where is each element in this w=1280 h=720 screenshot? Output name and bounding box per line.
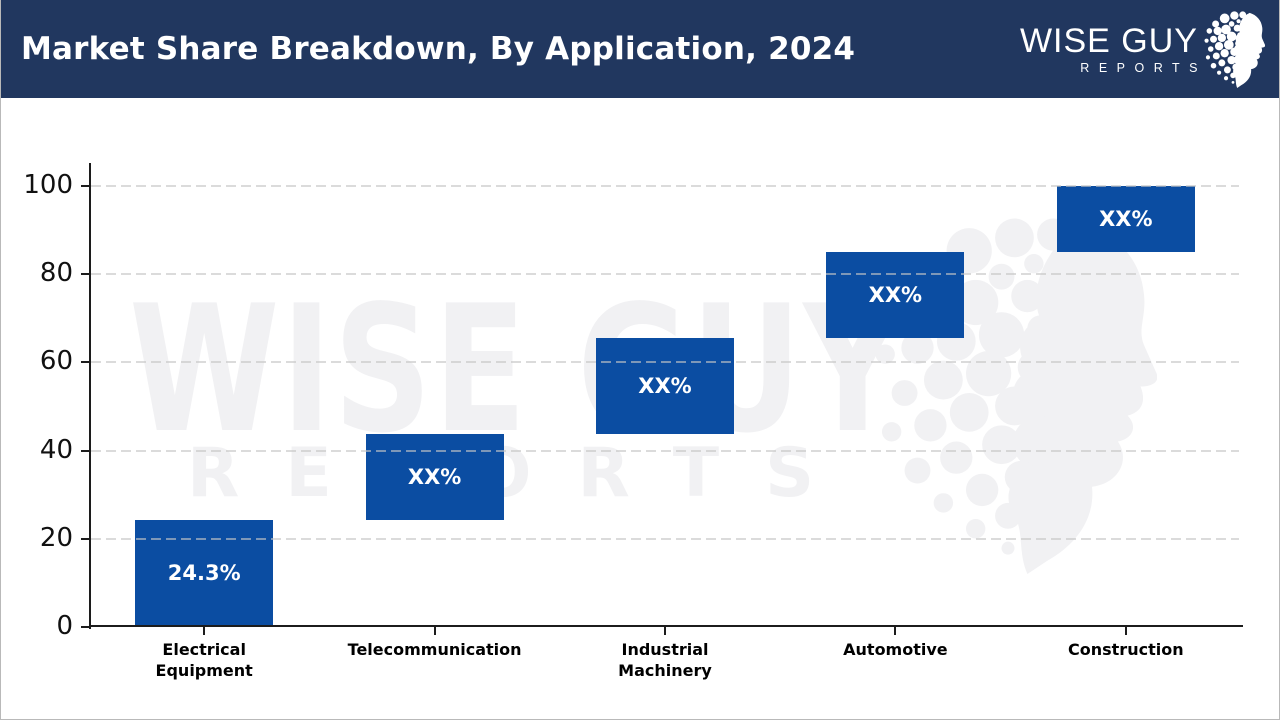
header-bar: Market Share Breakdown, By Application, … [1,0,1279,98]
brand-name: WISE GUY [1019,21,1198,60]
y-tick-label: 80 [39,258,73,289]
dotted-head-logo-icon [1204,11,1265,88]
bar: XX% [1056,186,1195,253]
y-tick-label: 40 [39,434,73,465]
x-tick-mark [433,627,436,635]
bar-value-label: XX% [868,283,923,308]
y-axis-spine [89,163,91,629]
plot-area: 0 20 40 60 80 100 24.3% Electrical Equipment XX% T… [23,163,1243,680]
y-tick-mark [81,626,89,628]
bar-value-label: XX% [638,374,692,399]
grid-line [91,449,1239,452]
x-tick-label-line: Telecommunication [347,640,522,659]
page-title: Market Share Breakdown, By Application, … [21,31,856,67]
grid-line [91,273,1239,276]
brand-logo: WISE GUY REPORTS [1020,8,1265,90]
y-tick-mark [81,361,89,364]
bar: XX% [365,434,504,520]
bar: XX% [596,338,734,435]
bar-value-label: XX% [1099,207,1153,232]
x-tick-label: Construction [1011,640,1241,661]
x-tick-mark [894,627,897,635]
brand-subtitle: REPORTS [1080,60,1207,75]
y-tick-label: 0 [56,611,73,641]
x-tick-mark [664,627,666,635]
x-tick-mark [203,627,206,635]
y-tick-mark [81,449,89,452]
x-tick-label-line: Construction [1068,640,1184,659]
x-tick-label: Industrial Machinery [550,640,780,682]
y-tick-label: 60 [39,346,73,377]
y-tick-mark [81,185,89,187]
grid-line [91,537,1239,540]
y-tick-label: 100 [23,170,73,200]
bar-value-label: XX% [407,465,462,490]
x-tick-label: Automotive [780,640,1010,661]
x-tick-label-line: Equipment [155,660,253,680]
y-tick-label: 20 [39,522,73,553]
bar-value-label: 24.3% [167,561,241,586]
x-tick-label: Electrical Equipment [89,640,319,682]
grid-line [91,361,1239,364]
brand-logo-text: WISE GUY REPORTS [1020,24,1198,75]
y-tick-mark [81,273,89,276]
x-tick-label: Telecommunication [320,640,550,661]
watermark-brand-text: WISE GUY [129,269,904,472]
bar: 24.3% [135,519,274,627]
grid-line [91,185,1239,187]
x-tick-label-line: Automotive [843,640,948,659]
bar: XX% [826,252,965,339]
x-tick-label-line: Industrial [621,640,709,659]
x-tick-label-line: Electrical [162,640,246,659]
x-tick-mark [1124,627,1127,635]
x-tick-label-line: Machinery [618,660,712,680]
y-tick-mark [81,537,89,540]
x-axis-spine [89,625,1243,627]
